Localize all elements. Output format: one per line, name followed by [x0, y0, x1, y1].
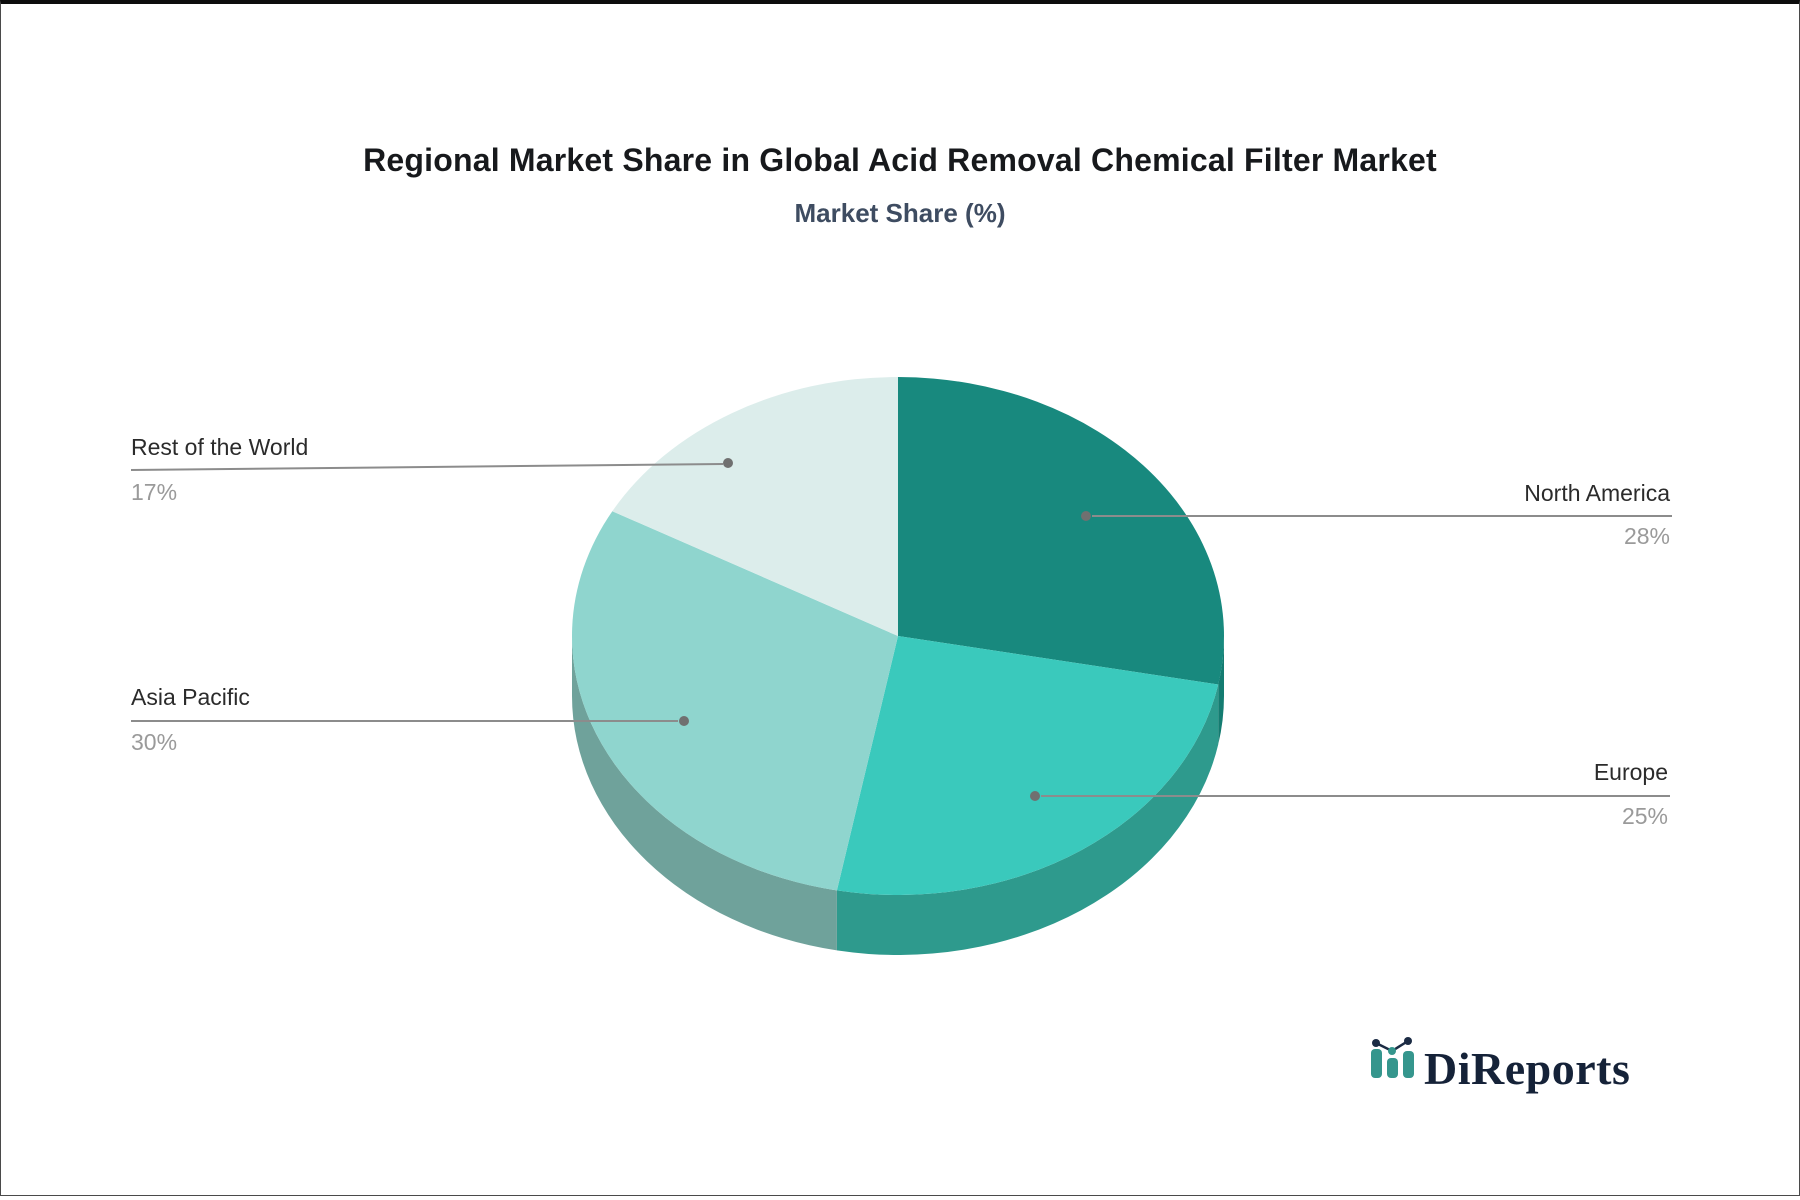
pie-chart-canvas: [130, 377, 1672, 956]
chart-title: Regional Market Share in Global Acid Rem…: [363, 142, 1437, 178]
pie-side-europe: [836, 684, 1219, 956]
pie-slices: [571, 377, 1224, 895]
label-europe: Europe: [1593, 759, 1668, 785]
pie-slice-europe[interactable]: [836, 636, 1219, 895]
label-asia-pacific: Asia Pacific: [131, 684, 250, 710]
value-europe: 25%: [1621, 803, 1668, 829]
callout-dot-asia-pacific: [679, 716, 689, 726]
value-rest-of-the-world: 17%: [131, 479, 178, 505]
brand-name: DiReports: [1424, 1043, 1631, 1094]
callout-lines: [130, 463, 1672, 797]
callout-dot-europe: [1030, 791, 1040, 801]
callout-line-rest-of-the-world: [130, 463, 724, 471]
pie-slice-rest-of-the-world[interactable]: [612, 377, 898, 636]
brand-logo: DiReports: [1369, 1036, 1630, 1092]
chart-subtitle: Market Share (%): [794, 198, 1006, 228]
pie-side-north-america: [1218, 636, 1224, 745]
pie-depth-sides: [572, 636, 1224, 956]
pie-side-asia-pacific: [572, 636, 837, 951]
label-rest-of-the-world: Rest of the World: [131, 434, 309, 460]
callout-dots: [679, 458, 1091, 801]
value-north-america: 28%: [1623, 523, 1670, 549]
callout-dot-rest-of-the-world: [723, 458, 733, 468]
direports-logo-icon: [1371, 1037, 1414, 1078]
callout-dot-north-america: [1081, 511, 1091, 521]
pie-slice-north-america[interactable]: [898, 377, 1224, 685]
pie-slice-asia-pacific[interactable]: [571, 511, 898, 891]
value-asia-pacific: 30%: [131, 729, 178, 755]
label-north-america: North America: [1524, 480, 1670, 506]
